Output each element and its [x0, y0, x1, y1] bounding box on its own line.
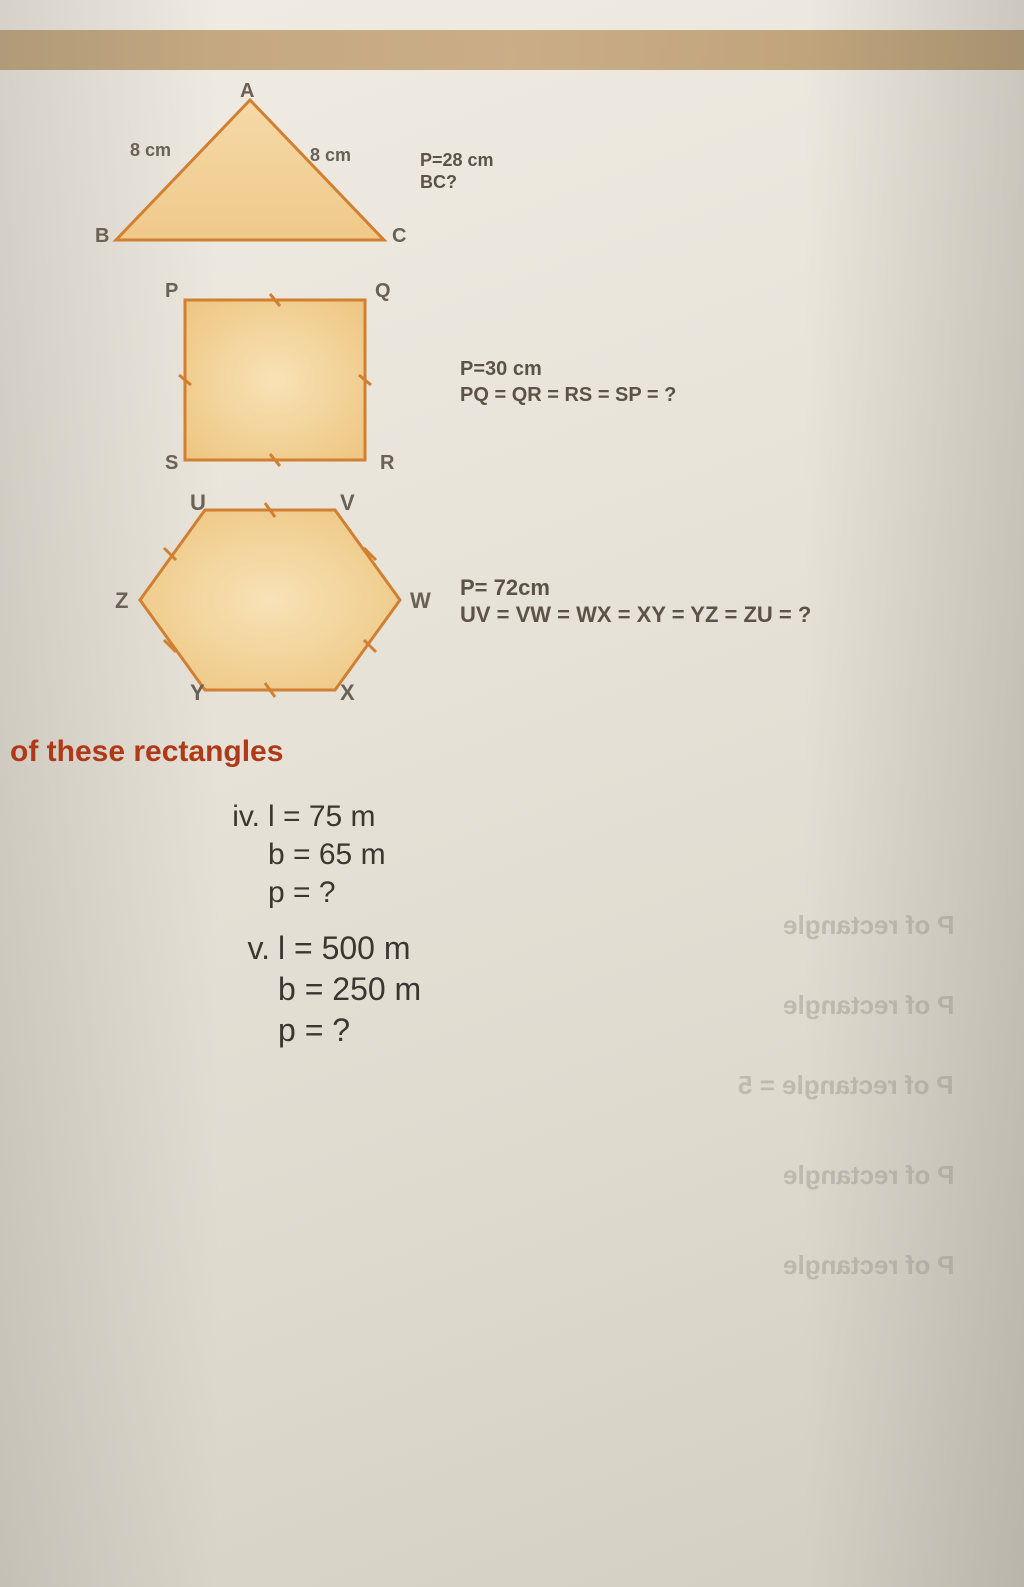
triangle-question-line2: BC? [420, 172, 457, 193]
problem-iv: iv. l = 75 m b = 65 m p = ? [210, 800, 386, 914]
square-question-line1: P=30 cm [460, 358, 542, 381]
paper-surface: A B C 8 cm 8 cm P=28 cm BC? P Q R S P=30… [0, 0, 1024, 1587]
ghost-line-4: P of rectangle [783, 1160, 954, 1191]
triangle-vertex-a: A [240, 80, 254, 103]
hex-vertex-u: U [190, 490, 206, 516]
problem-v-line2: b = 250 m [278, 971, 421, 1008]
hex-vertex-x: X [340, 680, 355, 706]
ghost-line-2: P of rectangle [783, 990, 954, 1021]
ghost-line-5: P of rectangle [783, 1250, 954, 1281]
hex-question-line2: UV = VW = WX = XY = YZ = ZU = ? [460, 602, 811, 628]
triangle-vertex-b: B [95, 225, 109, 248]
problem-v-line1: l = 500 m [278, 930, 411, 967]
hex-vertex-w: W [410, 588, 431, 614]
triangle-vertex-c: C [392, 225, 406, 248]
ghost-line-1: P of rectangle [783, 910, 954, 941]
right-vignette [804, 0, 1024, 1587]
problem-iv-line2: b = 65 m [268, 838, 386, 872]
problem-iv-line1: l = 75 m [268, 800, 376, 834]
ghost-line-3: P of rectangle = 5 [738, 1070, 954, 1101]
square-vertex-q: Q [375, 280, 391, 303]
problem-iv-line3: p = ? [268, 876, 336, 910]
triangle-side-right-label: 8 cm [310, 145, 351, 166]
hex-vertex-z: Z [115, 588, 128, 614]
problem-iv-number: iv. [210, 800, 260, 834]
hex-vertex-y: Y [190, 680, 205, 706]
triangle-question-line1: P=28 cm [420, 150, 494, 171]
triangle-figure [100, 90, 400, 250]
problem-v-line3: p = ? [278, 1012, 350, 1049]
hexagon-figure [120, 490, 420, 710]
hex-vertex-v: V [340, 490, 355, 516]
square-vertex-p: P [165, 280, 178, 303]
square-vertex-s: S [165, 452, 178, 475]
hex-question-line1: P= 72cm [460, 575, 550, 601]
square-figure [175, 290, 375, 470]
square-question-line2: PQ = QR = RS = SP = ? [460, 384, 676, 407]
problem-v-number: v. [220, 930, 270, 967]
triangle-side-left-label: 8 cm [130, 140, 171, 161]
square-vertex-r: R [380, 452, 394, 475]
problem-v: v. l = 500 m b = 250 m p = ? [220, 930, 421, 1053]
section-heading: of these rectangles [10, 735, 283, 769]
